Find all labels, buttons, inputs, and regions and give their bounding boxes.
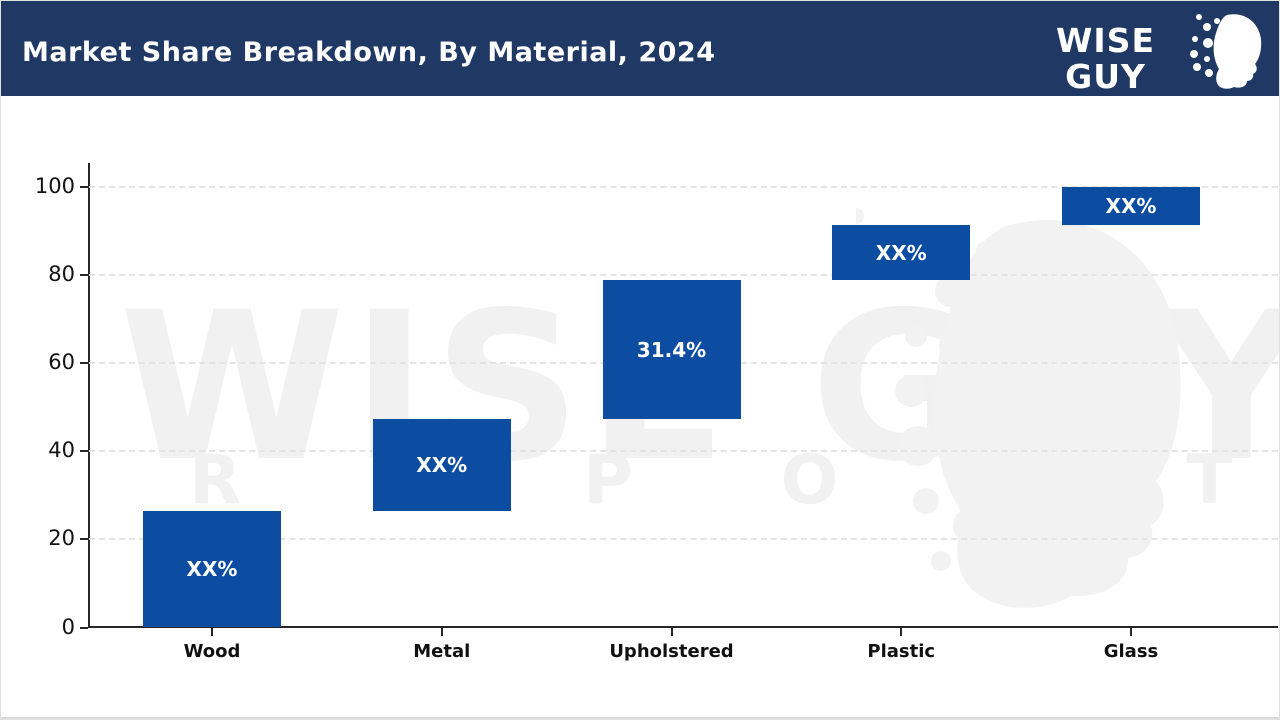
x-tick-wood <box>211 628 213 636</box>
bar-value-label-metal: XX% <box>416 452 468 477</box>
gridline-100 <box>89 185 1278 188</box>
y-tick-80 <box>80 273 88 276</box>
x-axis-line <box>88 626 1278 628</box>
y-tick-label-40: 40 <box>48 438 75 463</box>
brand-logo-text: WISE GUY R E P O R T S <box>1013 23 1198 111</box>
bar-upholstered: 31.4% <box>602 280 741 419</box>
bar-value-label-glass: XX% <box>1105 193 1157 218</box>
y-tick-label-20: 20 <box>48 526 75 551</box>
header: Market Share Breakdown, By Material, 202… <box>1 1 1279 110</box>
bar-wood: XX% <box>143 510 281 628</box>
x-tick-label-upholstered: Upholstered <box>609 641 734 662</box>
y-tick-40 <box>80 450 88 453</box>
bar-value-label-upholstered: 31.4% <box>636 337 707 362</box>
chart-title: Market Share Breakdown, By Material, 202… <box>22 37 716 68</box>
y-tick-20 <box>80 538 88 541</box>
y-tick-label-100: 100 <box>34 173 75 198</box>
gridline-20 <box>89 538 1278 541</box>
x-tick-metal <box>440 628 443 636</box>
y-tick-label-60: 60 <box>48 349 75 374</box>
bar-value-label-wood: XX% <box>186 557 238 582</box>
brand-face-icon <box>1190 14 1262 89</box>
y-tick-label-80: 80 <box>48 261 75 286</box>
x-tick-label-glass: Glass <box>1103 641 1159 662</box>
watermark-face-icon <box>856 208 1181 608</box>
bottom-border <box>1 717 1279 719</box>
bar-metal: XX% <box>372 418 511 511</box>
bar-plastic: XX% <box>832 224 971 281</box>
y-tick-100 <box>80 185 88 188</box>
gridline-80 <box>89 273 1278 276</box>
bar-value-label-plastic: XX% <box>875 240 927 265</box>
y-tick-label-0: 0 <box>61 614 75 639</box>
x-tick-glass <box>1130 628 1132 636</box>
x-tick-label-wood: Wood <box>183 641 241 662</box>
x-tick-label-plastic: Plastic <box>867 641 936 662</box>
y-tick-0 <box>80 626 88 629</box>
x-tick-plastic <box>900 628 903 636</box>
brand-subname: R E P O R T S <box>1020 96 1191 110</box>
gridline-40 <box>89 450 1278 453</box>
bar-glass: XX% <box>1062 186 1200 225</box>
x-tick-upholstered <box>670 628 673 636</box>
y-axis-line <box>88 163 90 628</box>
y-tick-60 <box>80 361 88 364</box>
brand-name: WISE GUY <box>1056 21 1155 96</box>
x-tick-label-metal: Metal <box>413 641 471 662</box>
brand-logo: WISE GUY R E P O R T S <box>1013 9 1263 110</box>
